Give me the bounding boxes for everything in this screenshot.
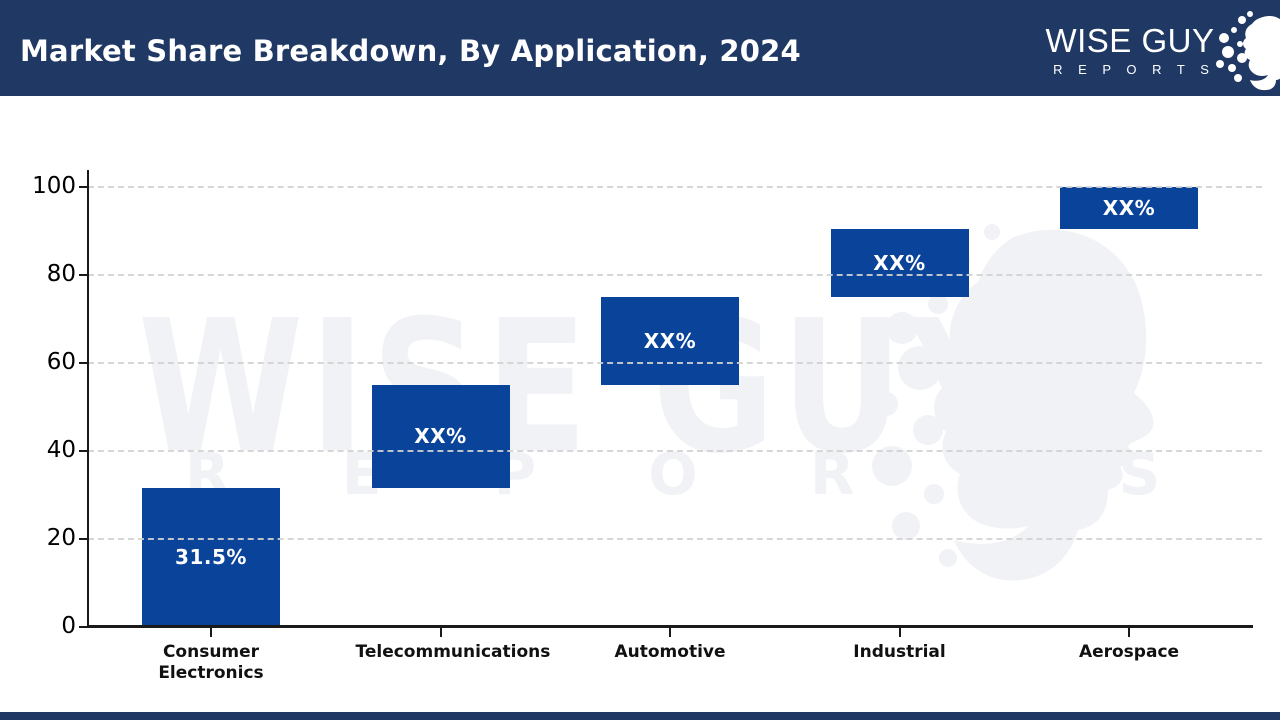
bar-value-label: 31.5% [175, 545, 247, 570]
y-axis-tick-label: 80 [46, 260, 76, 287]
gridline [88, 273, 1262, 276]
gridline [88, 185, 1262, 188]
watermark-head-icon [872, 224, 1154, 581]
y-axis-tick-mark [79, 361, 87, 364]
footer-bar [0, 712, 1280, 720]
waterfall-bar-segment: XX% [371, 384, 510, 489]
x-axis-tick-mark [210, 627, 212, 637]
x-axis-category-label: Aerospace [1078, 641, 1180, 662]
brand-wordmark: WISE GUY [1045, 22, 1215, 59]
x-axis-tick-mark [439, 627, 442, 637]
brand-subtext: R E P O R T S [1053, 62, 1215, 77]
y-axis-tick-mark [79, 449, 87, 452]
x-axis-tick-mark [898, 627, 901, 637]
y-axis-tick-mark [79, 273, 87, 276]
gridline [88, 537, 1262, 540]
bar-value-label: XX% [873, 250, 926, 275]
y-axis-tick-mark [79, 185, 87, 188]
plot-area: 31.5% XX% XX% XX% XX% 0 20 40 60 80 100 Consumer E… [0, 96, 1280, 712]
y-axis-tick-mark [79, 625, 87, 628]
bar-value-label: XX% [643, 328, 697, 353]
y-axis-tick-label: 40 [46, 436, 76, 463]
gridline [88, 449, 1262, 452]
y-axis-tick-label: 60 [46, 348, 76, 375]
y-axis-line [87, 170, 89, 627]
y-axis-tick-label: 100 [32, 172, 76, 199]
waterfall-bar-segment: XX% [601, 296, 739, 385]
waterfall-bar-segment: XX% [1060, 186, 1198, 229]
watermark-wordmark: WISE GUY [138, 282, 1024, 495]
x-axis-line [87, 625, 1253, 628]
brand-head-icon [1216, 11, 1280, 91]
x-axis-category-label: Consumer Electronics [158, 641, 264, 683]
gridline [88, 361, 1262, 364]
page-title: Market Share Breakdown, By Application, … [20, 34, 801, 68]
x-axis-category-label: Industrial [853, 641, 946, 662]
brand-logo: WISE GUY R E P O R T S [1042, 11, 1280, 91]
waterfall-bar-segment: 31.5% [142, 488, 280, 627]
y-axis-tick-label: 0 [61, 612, 76, 639]
x-axis-tick-mark [669, 627, 671, 637]
y-axis-tick-label: 20 [46, 524, 76, 551]
header-bar: Market Share Breakdown, By Application, … [0, 0, 1280, 96]
x-axis-category-label: Automotive [614, 641, 726, 662]
x-axis-category-label: Telecommunications [355, 641, 551, 662]
x-axis-tick-mark [1128, 627, 1130, 637]
bar-value-label: XX% [1102, 195, 1156, 220]
y-axis-tick-mark [79, 537, 87, 540]
waterfall-bar-segment: XX% [830, 228, 969, 297]
bar-value-label: XX% [414, 424, 467, 449]
